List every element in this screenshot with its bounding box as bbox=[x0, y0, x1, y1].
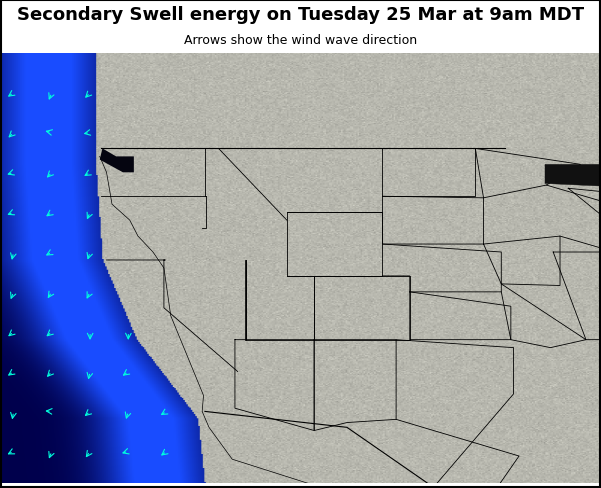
Text: Secondary Swell energy on Tuesday 25 Mar at 9am MDT: Secondary Swell energy on Tuesday 25 Mar… bbox=[17, 6, 584, 24]
Text: Arrows show the wind wave direction: Arrows show the wind wave direction bbox=[184, 34, 417, 47]
Polygon shape bbox=[100, 149, 134, 173]
Polygon shape bbox=[545, 165, 601, 189]
